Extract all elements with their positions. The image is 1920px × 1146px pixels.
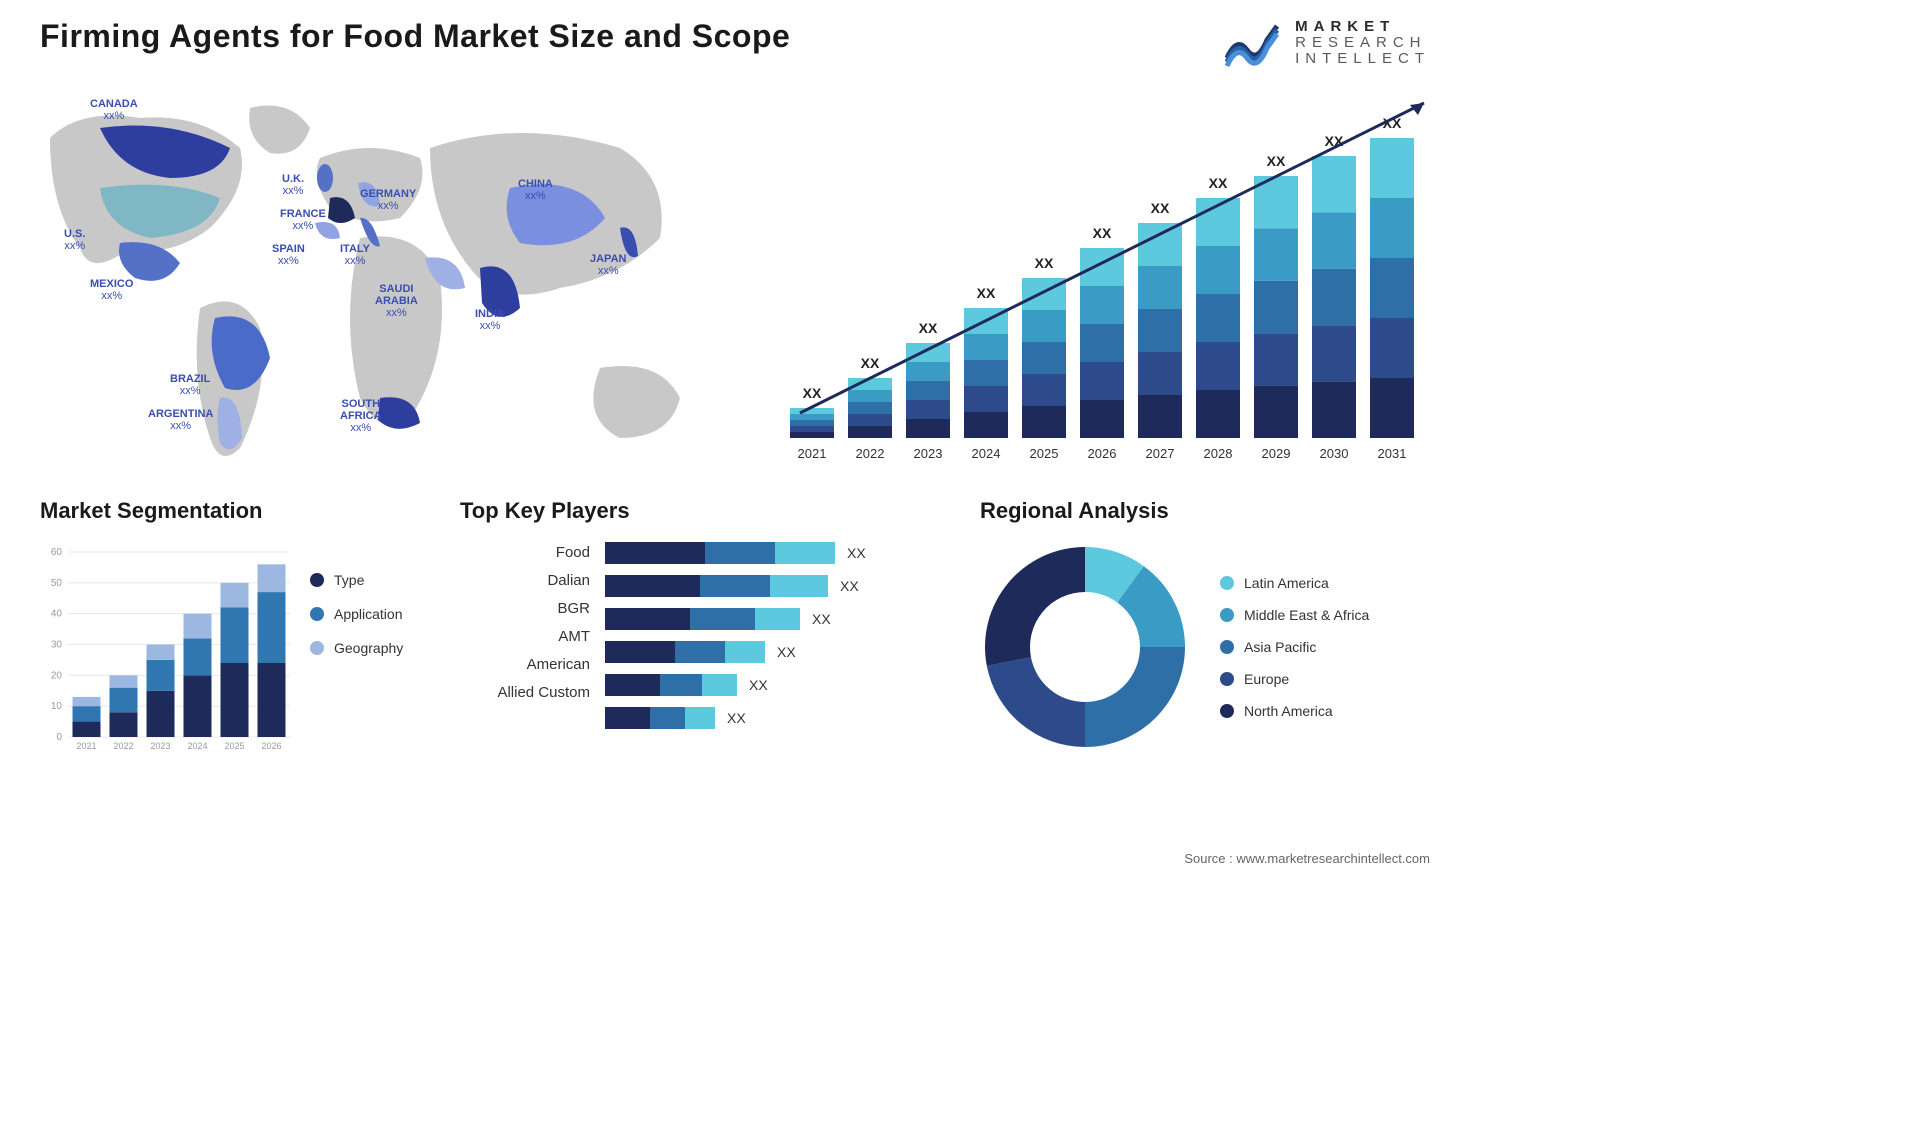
svg-text:2025: 2025 xyxy=(224,741,244,751)
svg-text:2021: 2021 xyxy=(798,446,827,461)
legend-item: Application xyxy=(310,606,403,622)
growth-bar-chart: XX 2021 XX 2022 XX 2023 XX 2024 XX 2025 XX 2026 XX 20… xyxy=(750,78,1430,478)
svg-text:XX: XX xyxy=(861,355,880,371)
svg-text:10: 10 xyxy=(51,701,63,712)
map-country-label: MEXICOxx% xyxy=(90,278,133,302)
svg-text:2022: 2022 xyxy=(113,741,133,751)
legend-item: Middle East & Africa xyxy=(1220,607,1369,623)
world-map-panel: CANADAxx% U.S.xx% MEXICOxx% BRAZILxx% ARGENT… xyxy=(20,78,720,478)
player-bar-row: XX xyxy=(605,641,940,663)
regional-title: Regional Analysis xyxy=(980,498,1430,524)
player-bar-row: XX xyxy=(605,674,940,696)
regional-panel: Regional Analysis Latin America Middle Ea… xyxy=(980,498,1430,752)
map-country-label: FRANCExx% xyxy=(280,208,326,232)
top-section: CANADAxx% U.S.xx% MEXICOxx% BRAZILxx% ARGENT… xyxy=(0,68,1470,478)
legend-item: Asia Pacific xyxy=(1220,639,1369,655)
header: Firming Agents for Food Market Size and … xyxy=(0,0,1470,68)
players-labels: Food Dalian BGR AMT American Allied Custom xyxy=(460,542,590,729)
player-label: AMT xyxy=(460,628,590,645)
source-attribution: Source : www.marketresearchintellect.com xyxy=(1184,851,1430,866)
svg-text:40: 40 xyxy=(51,609,63,620)
player-label: Dalian xyxy=(460,572,590,589)
svg-text:XX: XX xyxy=(1267,153,1286,169)
map-country-label: SPAINxx% xyxy=(272,243,305,267)
svg-text:2031: 2031 xyxy=(1378,446,1407,461)
map-country-label: SAUDIARABIAxx% xyxy=(375,283,418,319)
map-country-label: SOUTHAFRICAxx% xyxy=(340,398,382,434)
svg-text:2024: 2024 xyxy=(187,741,207,751)
svg-text:2029: 2029 xyxy=(1262,446,1291,461)
key-players-title: Top Key Players xyxy=(460,498,940,524)
segmentation-legend: Type Application Geography xyxy=(310,542,403,752)
map-country-label: U.S.xx% xyxy=(64,228,85,252)
svg-text:XX: XX xyxy=(803,385,822,401)
player-bar-row: XX xyxy=(605,608,940,630)
key-players-panel: Top Key Players Food Dalian BGR AMT American… xyxy=(460,498,940,752)
regional-legend: Latin America Middle East & Africa Asia Pa… xyxy=(1220,575,1369,719)
players-bars: XX XX XX XX XX XX xyxy=(605,542,940,729)
svg-text:2026: 2026 xyxy=(1088,446,1117,461)
logo-wave-icon xyxy=(1225,18,1285,68)
growth-chart-panel: XX 2021 XX 2022 XX 2023 XX 2024 XX 2025 XX 2026 XX 20… xyxy=(750,78,1430,478)
map-country-label: CHINAxx% xyxy=(518,178,553,202)
segmentation-panel: Market Segmentation 0 10 20 30 40 50 60 2021 202… xyxy=(40,498,420,752)
segmentation-chart: 0 10 20 30 40 50 60 2021 2022 2023 2024 2025 2026 xyxy=(40,542,290,752)
player-bar-row: XX xyxy=(605,542,940,564)
logo-text: MARKET RESEARCH INTELLECT xyxy=(1295,19,1430,66)
svg-text:50: 50 xyxy=(51,578,63,589)
svg-text:2023: 2023 xyxy=(914,446,943,461)
svg-text:XX: XX xyxy=(1151,200,1170,216)
brand-logo: MARKET RESEARCH INTELLECT xyxy=(1225,18,1430,68)
svg-text:60: 60 xyxy=(51,547,63,558)
segmentation-title: Market Segmentation xyxy=(40,498,420,524)
player-label: BGR xyxy=(460,600,590,617)
svg-text:2030: 2030 xyxy=(1320,446,1349,461)
player-label: Food xyxy=(460,544,590,561)
svg-text:0: 0 xyxy=(56,732,62,743)
legend-item: Latin America xyxy=(1220,575,1369,591)
svg-text:XX: XX xyxy=(1035,255,1054,271)
svg-text:2021: 2021 xyxy=(76,741,96,751)
map-country-label: INDIAxx% xyxy=(475,308,505,332)
map-country-label: U.K.xx% xyxy=(282,173,304,197)
svg-text:XX: XX xyxy=(1209,175,1228,191)
svg-text:2025: 2025 xyxy=(1030,446,1059,461)
svg-text:2026: 2026 xyxy=(261,741,281,751)
map-country-label: CANADAxx% xyxy=(90,98,138,122)
map-country-label: GERMANYxx% xyxy=(360,188,416,212)
svg-text:2024: 2024 xyxy=(972,446,1001,461)
svg-text:XX: XX xyxy=(1093,225,1112,241)
page-title: Firming Agents for Food Market Size and … xyxy=(40,18,790,55)
map-country-label: ARGENTINAxx% xyxy=(148,408,213,432)
player-bar-row: XX xyxy=(605,707,940,729)
svg-text:20: 20 xyxy=(51,670,63,681)
map-country-label: BRAZILxx% xyxy=(170,373,210,397)
legend-item: North America xyxy=(1220,703,1369,719)
svg-text:XX: XX xyxy=(977,285,996,301)
bottom-section: Market Segmentation 0 10 20 30 40 50 60 2021 202… xyxy=(0,478,1470,752)
svg-text:2027: 2027 xyxy=(1146,446,1175,461)
svg-text:2023: 2023 xyxy=(150,741,170,751)
legend-item: Type xyxy=(310,572,403,588)
legend-item: Geography xyxy=(310,640,403,656)
svg-text:XX: XX xyxy=(919,320,938,336)
regional-donut-chart xyxy=(980,542,1190,752)
player-label: Allied Custom xyxy=(460,684,590,701)
map-country-label: ITALYxx% xyxy=(340,243,370,267)
map-country-label: JAPANxx% xyxy=(590,253,626,277)
svg-text:2022: 2022 xyxy=(856,446,885,461)
svg-text:30: 30 xyxy=(51,640,63,651)
legend-item: Europe xyxy=(1220,671,1369,687)
svg-text:2028: 2028 xyxy=(1204,446,1233,461)
player-bar-row: XX xyxy=(605,575,940,597)
player-label: American xyxy=(460,656,590,673)
